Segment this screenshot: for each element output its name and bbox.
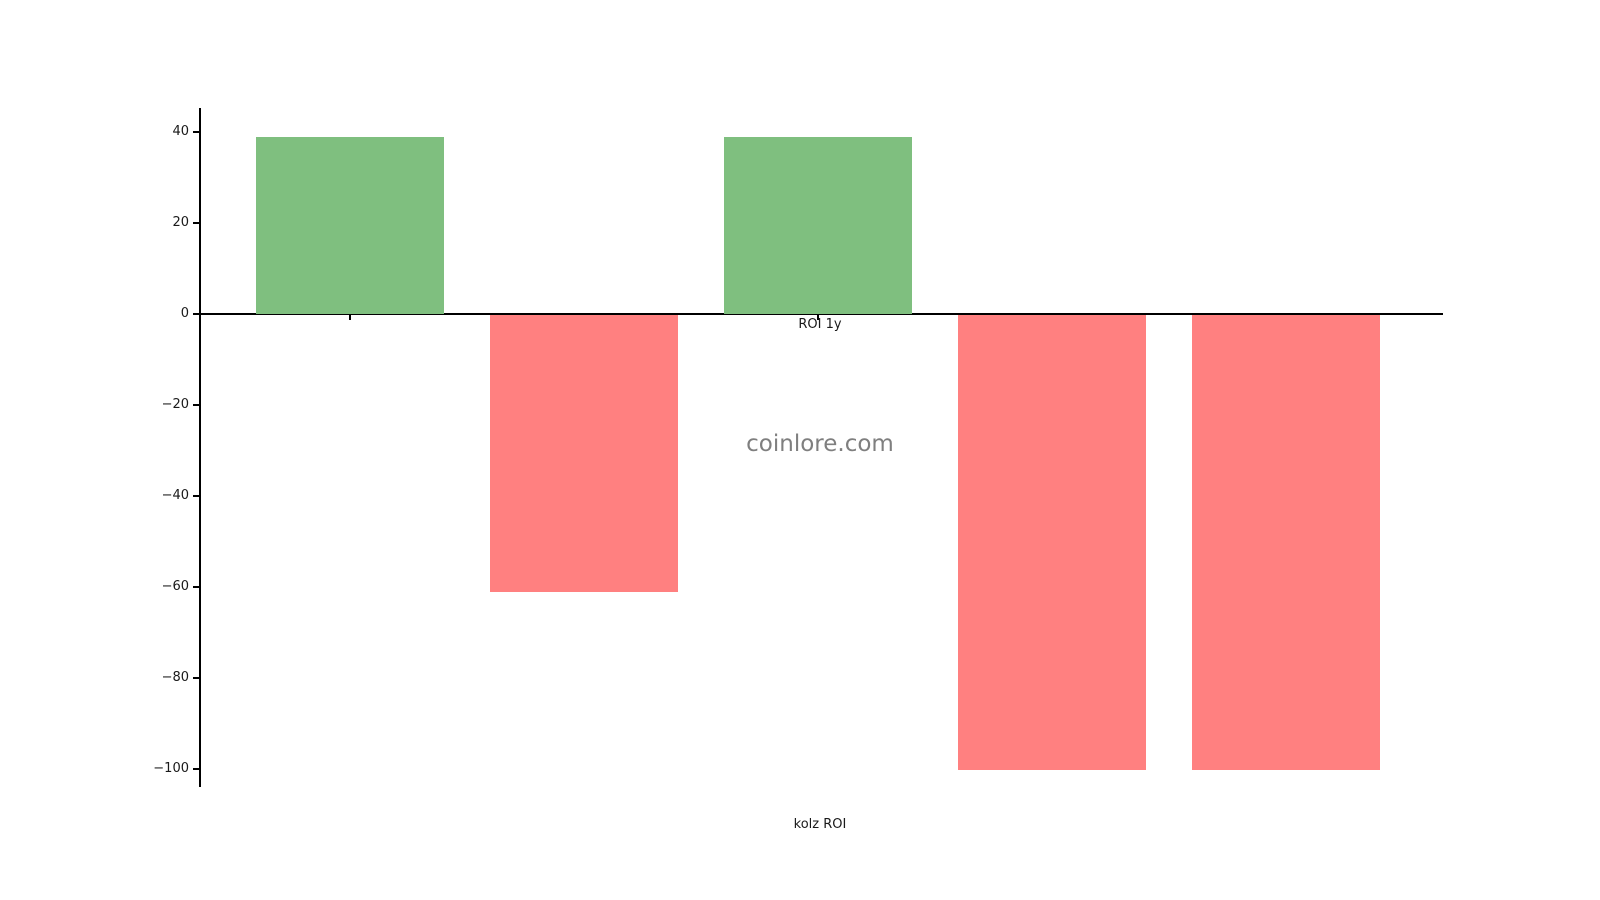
y-tick-mark (193, 586, 199, 588)
y-tick-label: −100 (153, 761, 189, 776)
bar-negative (958, 314, 1146, 770)
y-axis (199, 108, 201, 787)
bar-negative (1192, 314, 1380, 770)
bar-positive (256, 136, 444, 314)
y-tick-label: −60 (161, 579, 189, 594)
y-tick-mark (193, 404, 199, 406)
y-tick-label: −20 (161, 397, 189, 412)
y-tick-mark (193, 677, 199, 679)
y-tick-label: 40 (172, 124, 189, 139)
bar-negative (490, 314, 678, 593)
y-tick-label: 20 (172, 215, 189, 230)
x-tick-mark (817, 314, 819, 320)
y-tick-mark (193, 313, 199, 315)
x-tick-mark (349, 314, 351, 320)
y-tick-mark (193, 495, 199, 497)
y-tick-label: −40 (161, 488, 189, 503)
y-tick-mark (193, 131, 199, 133)
x-tick-label: ROI 1y (798, 317, 842, 332)
watermark: coinlore.com (746, 431, 894, 457)
y-tick-label: 0 (180, 306, 189, 321)
bar-positive (724, 136, 912, 314)
y-tick-mark (193, 768, 199, 770)
x-axis-title: kolz ROI (793, 817, 847, 832)
y-tick-label: −80 (161, 670, 189, 685)
y-tick-mark (193, 222, 199, 224)
